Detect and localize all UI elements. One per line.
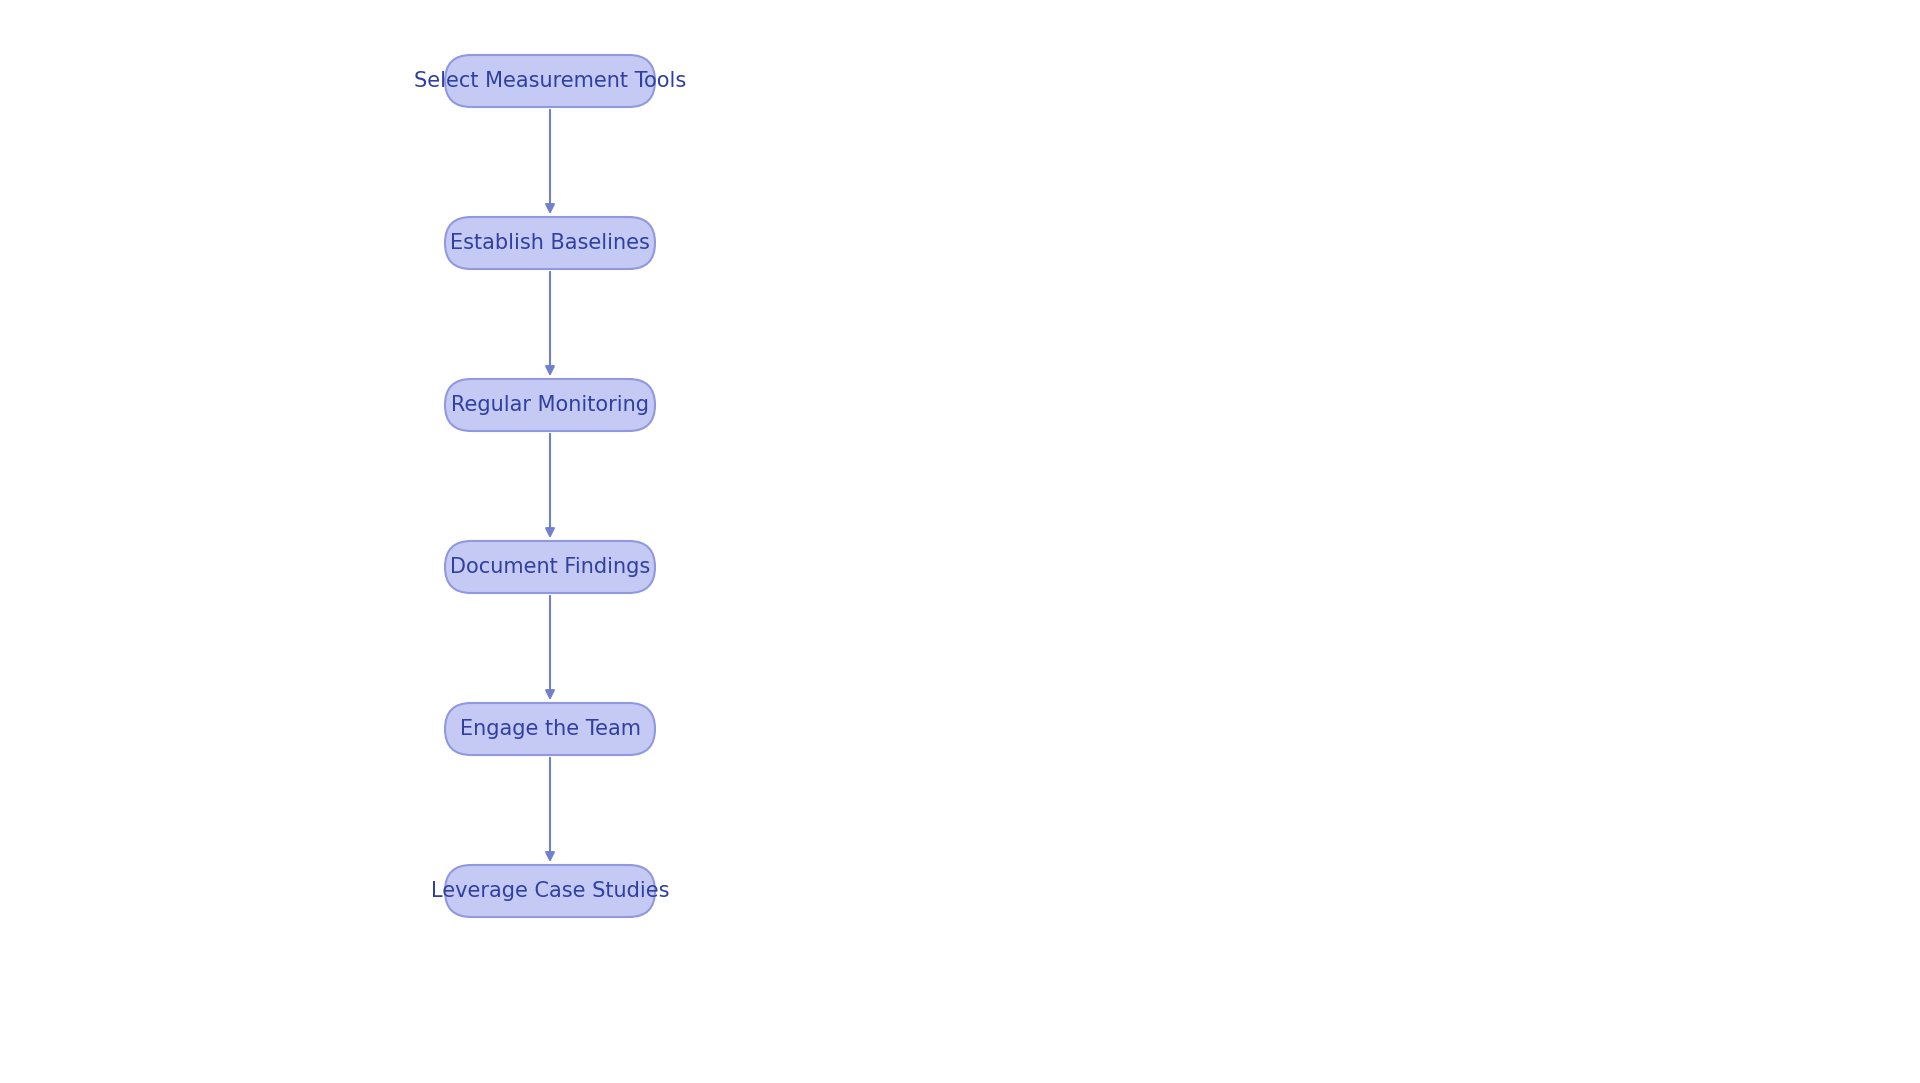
Text: Regular Monitoring: Regular Monitoring bbox=[451, 395, 649, 415]
FancyBboxPatch shape bbox=[445, 865, 655, 917]
FancyBboxPatch shape bbox=[445, 379, 655, 431]
Text: Leverage Case Studies: Leverage Case Studies bbox=[430, 880, 670, 901]
Text: Engage the Team: Engage the Team bbox=[459, 719, 641, 739]
FancyBboxPatch shape bbox=[445, 217, 655, 269]
Text: Document Findings: Document Findings bbox=[449, 557, 651, 577]
FancyBboxPatch shape bbox=[445, 542, 655, 593]
Text: Select Measurement Tools: Select Measurement Tools bbox=[415, 71, 685, 91]
Text: Establish Baselines: Establish Baselines bbox=[449, 233, 651, 253]
FancyBboxPatch shape bbox=[445, 55, 655, 107]
FancyBboxPatch shape bbox=[445, 703, 655, 755]
